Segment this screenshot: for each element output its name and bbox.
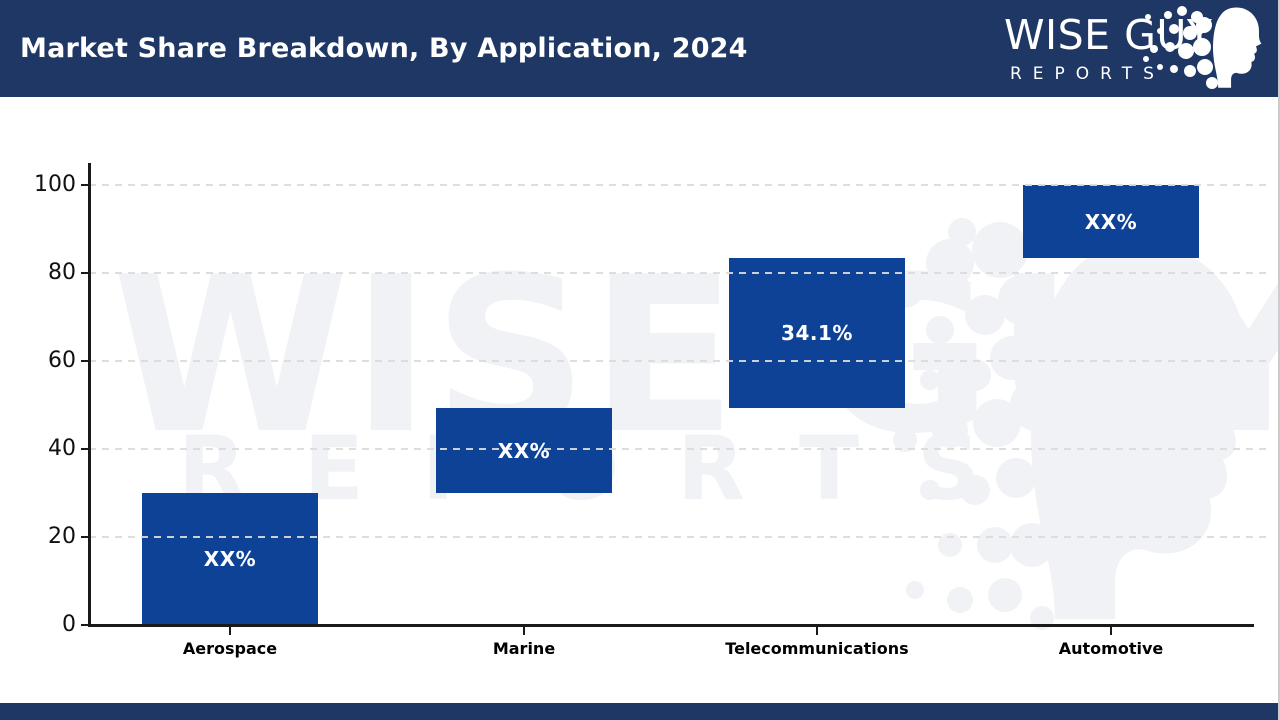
- logo-subtext: REPORTS: [1010, 64, 1165, 84]
- gridline-20: [89, 536, 1268, 538]
- y-tick: [81, 272, 89, 274]
- bar-telecommunications: [729, 258, 905, 409]
- bar-value-label: XX%: [497, 438, 551, 463]
- brand-logo: WISE GUY REPORTS: [1004, 6, 1262, 89]
- y-tick-label: 40: [48, 436, 76, 461]
- bar-value-label: XX%: [1084, 209, 1138, 234]
- x-tick: [816, 627, 818, 635]
- y-tick-label: 0: [62, 612, 76, 637]
- y-tick-label: 60: [48, 348, 76, 373]
- bar-aerospace: [142, 493, 318, 625]
- gridline-100: [89, 184, 1268, 186]
- y-tick: [81, 536, 89, 538]
- x-tick: [1110, 627, 1112, 635]
- gridline-60: [89, 360, 1268, 362]
- x-tick: [229, 627, 231, 635]
- y-tick: [81, 448, 89, 450]
- logo-dots: [1143, 6, 1218, 89]
- y-tick-label: 100: [34, 172, 76, 197]
- x-category-label: Telecommunications: [725, 639, 909, 658]
- bar-automotive: [1023, 185, 1199, 259]
- gridline-40: [89, 448, 1268, 450]
- page-title: Market Share Breakdown, By Application, …: [20, 33, 748, 64]
- bar-marine: [436, 408, 612, 493]
- x-category-label: Marine: [492, 639, 556, 658]
- y-tick-label: 80: [48, 260, 76, 285]
- footer-bar: [0, 703, 1278, 720]
- y-axis-spine: [88, 163, 91, 626]
- y-tick: [81, 184, 89, 186]
- x-tick: [523, 627, 525, 635]
- logo-wordmark: WISE GUY: [1004, 11, 1213, 59]
- y-tick: [81, 624, 89, 626]
- gridline-80: [89, 272, 1268, 274]
- bar-value-label: 34.1%: [781, 321, 853, 346]
- y-tick: [81, 360, 89, 362]
- y-tick-label: 20: [48, 524, 76, 549]
- x-category-label: Aerospace: [182, 639, 278, 658]
- x-axis-spine: [88, 624, 1254, 627]
- header-bar: Market Share Breakdown, By Application, …: [0, 0, 1278, 97]
- logo-head-icon: [1213, 7, 1262, 88]
- x-category-label: Automotive: [1058, 639, 1164, 658]
- bar-value-label: XX%: [203, 547, 257, 571]
